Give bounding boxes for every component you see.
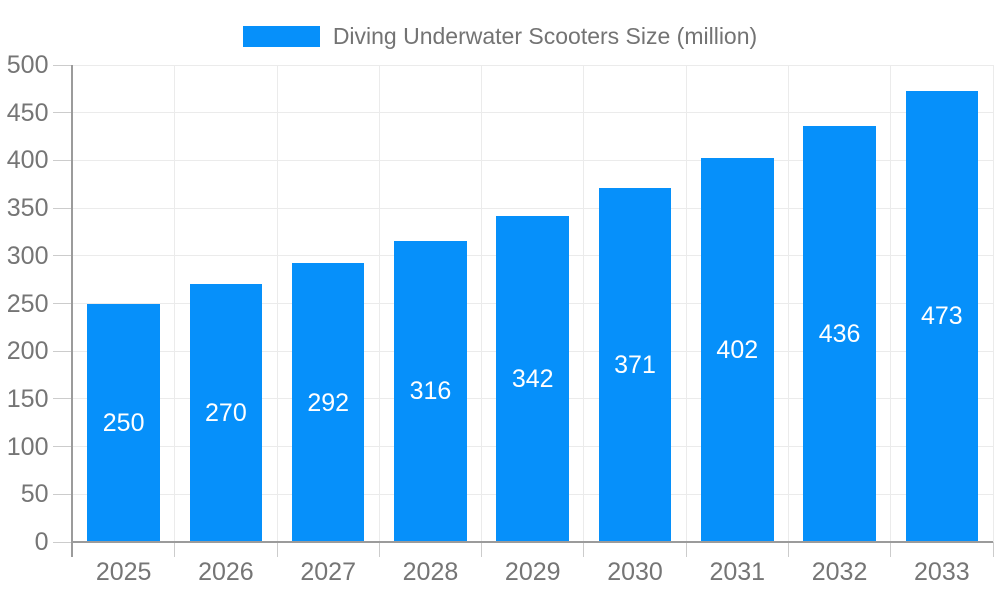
gridline-v — [992, 65, 994, 542]
y-axis-label: 400 — [6, 146, 49, 175]
gridline-h — [72, 64, 993, 66]
bar-value-label: 371 — [614, 351, 656, 380]
x-tick — [276, 542, 278, 557]
y-tick — [52, 303, 73, 304]
bar-2028[interactable] — [394, 240, 467, 542]
x-axis-label: 2026 — [198, 558, 254, 586]
gridline-v — [787, 65, 789, 542]
x-axis-label: 2027 — [300, 558, 356, 586]
x-axis-label: 2030 — [607, 558, 663, 586]
y-axis-label: 50 — [20, 480, 49, 509]
bar-2033[interactable] — [905, 90, 979, 542]
bar-2030[interactable] — [598, 188, 672, 542]
y-tick — [52, 541, 73, 543]
gridline-v — [890, 65, 892, 542]
gridline-v — [378, 65, 380, 542]
bar-value-label: 316 — [409, 377, 452, 406]
bar-2032[interactable] — [803, 126, 876, 542]
gridline-v — [685, 65, 687, 542]
bar-value-label: 270 — [205, 399, 247, 428]
y-axis-label: 150 — [6, 384, 49, 413]
bar-2031[interactable] — [700, 158, 774, 542]
y-tick — [52, 112, 73, 114]
x-tick — [583, 542, 585, 557]
y-tick — [52, 493, 73, 495]
y-tick — [52, 159, 73, 161]
x-axis-label: 2032 — [811, 558, 868, 586]
gridline-h — [72, 112, 993, 114]
gridline-v — [481, 65, 483, 542]
x-tick — [992, 542, 994, 557]
x-axis-label: 2029 — [504, 558, 561, 586]
y-tick — [52, 350, 73, 352]
x-tick — [787, 542, 789, 557]
legend-swatch — [242, 26, 320, 47]
y-axis-label: 100 — [6, 432, 49, 461]
bar-value-label: 250 — [102, 408, 145, 437]
x-tick — [481, 542, 483, 557]
gridline-v — [174, 65, 176, 542]
y-tick — [52, 255, 73, 257]
legend-label: Diving Underwater Scooters Size (million… — [332, 23, 758, 49]
gridline-h — [72, 207, 993, 209]
y-tick — [52, 64, 73, 66]
x-tick — [685, 542, 687, 557]
y-tick — [52, 446, 73, 448]
gridline-h — [72, 159, 993, 161]
bar-value-label: 436 — [818, 320, 861, 349]
y-axis-line — [71, 65, 73, 557]
x-tick — [890, 542, 892, 557]
legend-item[interactable]: Diving Underwater Scooters Size (million… — [242, 23, 758, 50]
x-axis-line — [71, 541, 993, 543]
y-axis-label: 500 — [6, 51, 49, 79]
bar-value-label: 342 — [511, 364, 554, 393]
y-axis-label: 200 — [6, 337, 49, 366]
x-tick — [174, 542, 176, 557]
x-axis-label: 2033 — [914, 558, 970, 586]
bar-2029[interactable] — [496, 215, 570, 542]
y-axis-label: 350 — [6, 194, 49, 223]
bar-value-label: 402 — [716, 336, 759, 365]
y-axis-label: 300 — [6, 241, 49, 270]
y-axis-label: 450 — [6, 98, 49, 127]
x-axis-label: 2031 — [709, 558, 766, 586]
bar-value-label: 473 — [920, 302, 963, 331]
x-axis-label: 2025 — [95, 558, 152, 586]
legend: Diving Underwater Scooters Size (million… — [0, 23, 1000, 50]
bar-2025[interactable] — [87, 303, 160, 542]
y-tick — [52, 207, 73, 209]
bar-value-label: 292 — [307, 388, 350, 417]
x-tick — [378, 542, 380, 557]
y-tick — [52, 398, 73, 400]
y-axis-label: 0 — [34, 528, 49, 556]
y-axis-label: 250 — [6, 289, 49, 318]
gridline-v — [276, 65, 278, 542]
bar-2026[interactable] — [189, 284, 263, 542]
x-axis-label: 2028 — [402, 558, 459, 586]
gridline-v — [583, 65, 585, 542]
bar-2027[interactable] — [291, 263, 365, 542]
